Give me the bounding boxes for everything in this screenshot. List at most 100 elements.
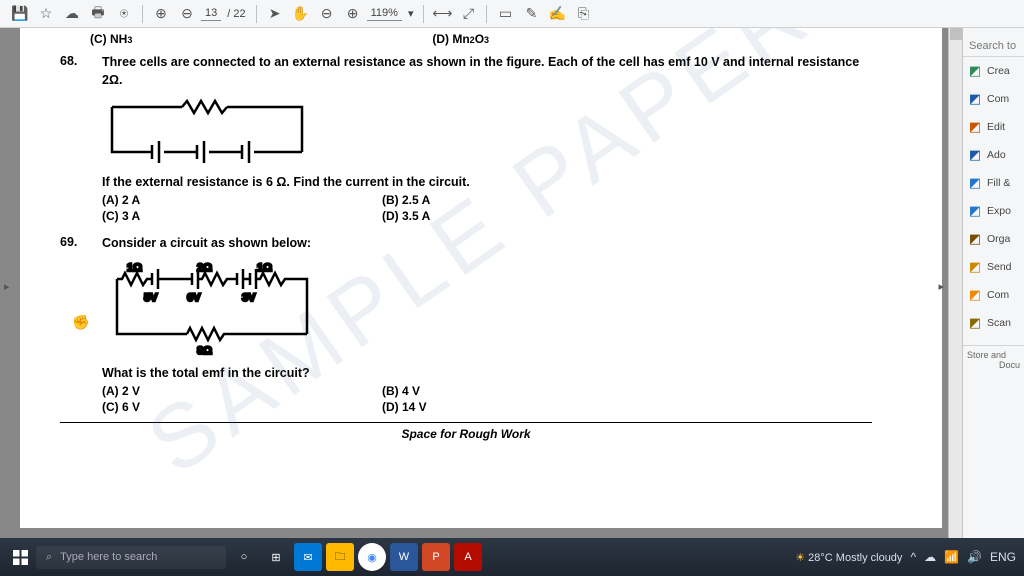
previous-options: (C) NH3 (D) Mn2O3: [60, 32, 872, 46]
sidebar-tool-item[interactable]: ◩ Com: [963, 281, 1024, 309]
acrobat-icon[interactable]: A: [454, 543, 482, 571]
volume-icon[interactable]: 🔊: [967, 550, 982, 564]
tools-sidebar: Search to ◩Crea◩Com◩Edit◩Ado◩Fill &◩Expo…: [962, 28, 1024, 538]
svg-text:8Ω: 8Ω: [197, 345, 212, 357]
svg-text:6V: 6V: [187, 292, 201, 304]
separator: [142, 5, 143, 23]
minus-circle-icon[interactable]: ⊖: [315, 3, 339, 25]
svg-text:3V: 3V: [242, 292, 256, 304]
page-total: / 22: [223, 8, 249, 20]
more-tools-icon[interactable]: ⎘: [571, 3, 595, 25]
zoom-dropdown[interactable]: ▾: [404, 7, 418, 20]
pdf-viewport[interactable]: SAMPLE PAPER (C) NH3 (D) Mn2O3 68. Three…: [0, 28, 962, 538]
sidebar-tool-item[interactable]: ◩ Fill &: [963, 169, 1024, 197]
svg-text:1Ω: 1Ω: [127, 262, 142, 274]
question-69: 69. Consider a circuit as shown below:: [60, 235, 872, 253]
question-69-options: (A) 2 V (B) 4 V (C) 6 V (D) 14 V: [102, 384, 872, 414]
question-69-sub: What is the total emf in the circuit?: [102, 366, 872, 380]
explorer-icon[interactable]: 🗀: [326, 543, 354, 571]
start-button[interactable]: [8, 545, 32, 569]
opt-d: (D) 3.5 A: [382, 209, 582, 223]
divider: [60, 422, 872, 423]
tool-icon: ◩: [967, 175, 983, 191]
sidebar-tool-item[interactable]: ◩Crea: [963, 57, 1024, 85]
question-text: Three cells are connected to an external…: [102, 54, 872, 89]
tool-icon: ◩: [967, 315, 983, 331]
question-68-options: (A) 2 A (B) 2.5 A (C) 3 A (D) 3.5 A: [102, 193, 872, 223]
svg-text:1Ω: 1Ω: [257, 262, 272, 274]
arrow-up-circle-icon[interactable]: ⊕: [149, 3, 173, 25]
page-number[interactable]: 13: [201, 7, 221, 21]
pointer-icon[interactable]: ➤: [263, 3, 287, 25]
cortana-icon[interactable]: ○: [230, 543, 258, 571]
question-number: 69.: [60, 235, 84, 253]
separator: [423, 5, 424, 23]
circuit-diagram-1: [102, 97, 872, 167]
chevron-up-icon[interactable]: ^: [910, 550, 916, 564]
task-view-icon[interactable]: ⊞: [262, 543, 290, 571]
tool-icon: ◩: [967, 287, 983, 303]
opt-c: (C) 6 V: [102, 400, 382, 414]
sidebar-tool-item[interactable]: ◩Scan: [963, 309, 1024, 337]
rough-work-label: Space for Rough Work: [60, 427, 872, 441]
highlight-icon[interactable]: ✎: [519, 3, 543, 25]
fit-page-icon[interactable]: ⤢: [456, 3, 480, 25]
expand-right-icon[interactable]: ▸: [938, 280, 944, 293]
plus-circle-icon[interactable]: ⊕: [341, 3, 365, 25]
wifi-icon[interactable]: 📶: [944, 550, 959, 564]
star-icon[interactable]: ☆: [34, 3, 58, 25]
sidebar-tool-item[interactable]: ◩Expo: [963, 197, 1024, 225]
print-icon[interactable]: 🖶: [86, 3, 110, 25]
tool-label: Com: [987, 289, 1009, 301]
tool-icon: ◩: [967, 259, 983, 275]
hand-icon[interactable]: ✋: [289, 3, 313, 25]
expand-left-icon[interactable]: ▸: [4, 280, 10, 293]
powerpoint-icon[interactable]: P: [422, 543, 450, 571]
question-text: Consider a circuit as shown below:: [102, 235, 872, 253]
vertical-scrollbar[interactable]: [948, 28, 962, 538]
weather-widget[interactable]: ☀ 28°C Mostly cloudy: [795, 551, 902, 564]
sign-icon[interactable]: ✍: [545, 3, 569, 25]
opt-c: (C) 3 A: [102, 209, 382, 223]
save-icon[interactable]: 💾: [8, 3, 32, 25]
tool-label: Orga: [987, 233, 1010, 245]
opt-a: (A) 2 A: [102, 193, 382, 207]
mail-app-icon[interactable]: ✉: [294, 543, 322, 571]
question-68-sub: If the external resistance is 6 Ω. Find …: [102, 175, 872, 189]
opt-a: (A) 2 V: [102, 384, 382, 398]
tool-label: Ado: [987, 149, 1006, 161]
search-tools[interactable]: Search to: [963, 36, 1024, 57]
sidebar-tool-item[interactable]: ◩ Send: [963, 253, 1024, 281]
tool-icon: ◩: [967, 147, 983, 163]
opt-b: (B) 2.5 A: [382, 193, 582, 207]
cloud-up-icon[interactable]: ☁: [60, 3, 84, 25]
chrome-icon[interactable]: ◉: [358, 543, 386, 571]
opt-d: (D) 14 V: [382, 400, 582, 414]
tool-label: Fill &: [987, 177, 1010, 189]
arrow-down-circle-icon[interactable]: ⊖: [175, 3, 199, 25]
tool-label: Send: [987, 261, 1012, 273]
question-number: 68.: [60, 54, 84, 89]
language-indicator[interactable]: ENG: [990, 550, 1016, 564]
sidebar-tool-item[interactable]: ◩Com: [963, 85, 1024, 113]
onedrive-icon[interactable]: ☁: [924, 550, 936, 564]
store-section: Store and Docu: [963, 345, 1024, 374]
comment-icon[interactable]: ▭: [493, 3, 517, 25]
question-68: 68. Three cells are connected to an exte…: [60, 54, 872, 89]
tool-label: Edit: [987, 121, 1005, 133]
search-placeholder: Type here to search: [60, 551, 157, 563]
fit-width-icon[interactable]: ⟷: [430, 3, 454, 25]
zoom-out-icon[interactable]: ⍟: [112, 3, 136, 25]
sidebar-tool-item[interactable]: ◩ Ado: [963, 141, 1024, 169]
scrollbar-thumb[interactable]: [950, 28, 962, 40]
tool-icon: ◩: [967, 203, 983, 219]
option-c: (C) NH3: [90, 32, 132, 46]
zoom-level[interactable]: 119%: [367, 7, 402, 21]
search-icon: ⌕: [46, 551, 52, 564]
taskbar-search[interactable]: ⌕ Type here to search: [36, 546, 226, 569]
word-app-icon[interactable]: W: [390, 543, 418, 571]
sidebar-tool-item[interactable]: ◩Edit: [963, 113, 1024, 141]
sidebar-tool-item[interactable]: ◩Orga: [963, 225, 1024, 253]
circuit-diagram-2: 1Ω 2Ω 1Ω 5V 6V 3V: [102, 259, 872, 362]
pdf-toolbar: 💾 ☆ ☁ 🖶 ⍟ ⊕ ⊖ 13 / 22 ➤ ✋ ⊖ ⊕ 119% ▾ ⟷ ⤢…: [0, 0, 1024, 28]
